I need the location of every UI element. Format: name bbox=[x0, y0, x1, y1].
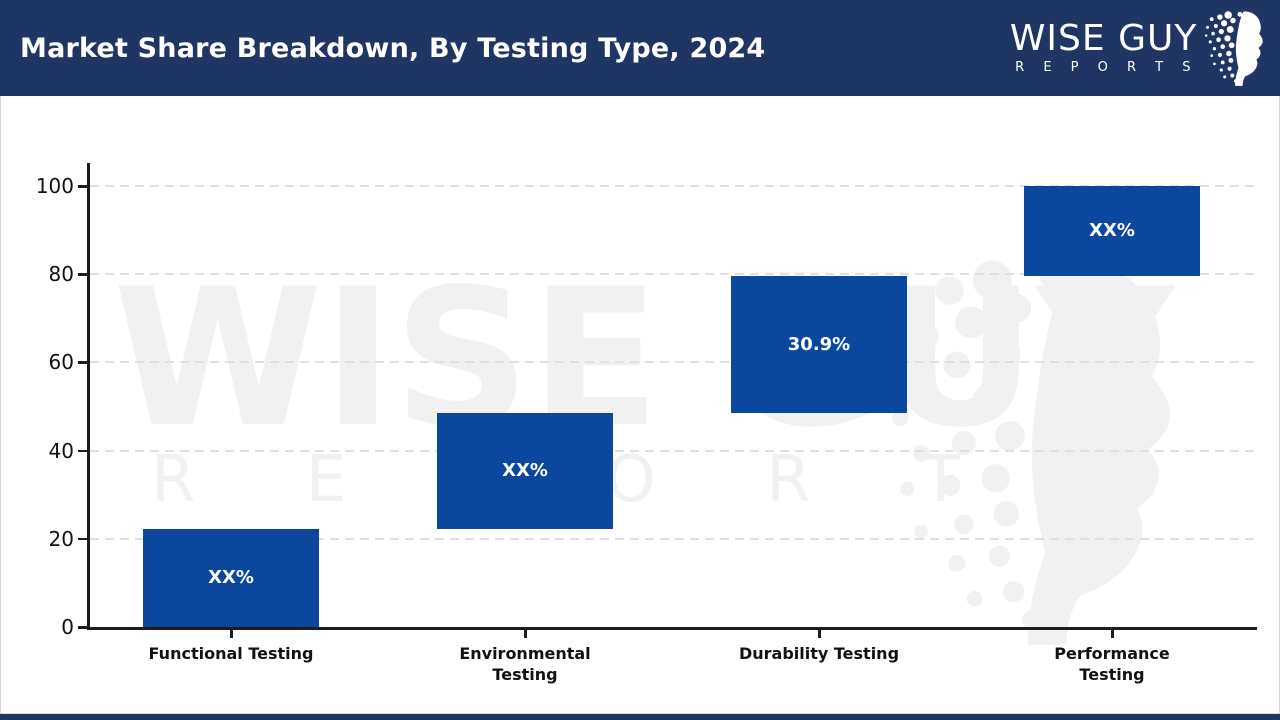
y-tick-100 bbox=[78, 185, 87, 188]
x-tick-label-1: Environmental Testing bbox=[395, 643, 655, 685]
gridline-80 bbox=[90, 273, 1257, 276]
footer-bar bbox=[0, 714, 1280, 720]
face-profile-shape bbox=[1235, 11, 1263, 86]
head-dot bbox=[1220, 44, 1226, 49]
bar-performance-testing bbox=[1024, 186, 1200, 277]
head-dot bbox=[1213, 23, 1218, 29]
x-tick-label-line: Testing bbox=[1079, 665, 1145, 684]
y-tick-40 bbox=[78, 449, 87, 453]
x-tick-2 bbox=[817, 630, 821, 638]
y-tick-label-100: 100 bbox=[35, 174, 74, 198]
gridline-60 bbox=[90, 361, 1257, 364]
head-dot bbox=[1212, 47, 1217, 51]
y-tick-label-40: 40 bbox=[48, 438, 74, 463]
gridline-20 bbox=[90, 537, 1257, 540]
y-tick-label-20: 20 bbox=[48, 526, 74, 551]
x-tick-3 bbox=[1110, 630, 1114, 638]
x-axis-spine bbox=[87, 627, 1257, 630]
gridline-100 bbox=[90, 185, 1257, 187]
head-dot bbox=[1233, 79, 1238, 83]
head-dot bbox=[1213, 62, 1216, 66]
y-axis-spine bbox=[87, 163, 90, 630]
bar-value-label-3: XX% bbox=[1089, 220, 1135, 242]
head-dot bbox=[1211, 31, 1215, 36]
logo-wordmark: WISE GUY bbox=[1009, 18, 1198, 59]
head-dot bbox=[1223, 75, 1227, 79]
head-dot bbox=[1206, 25, 1210, 29]
head-dot bbox=[1227, 66, 1232, 71]
head-dot bbox=[1217, 14, 1223, 20]
head-dot bbox=[1226, 50, 1232, 57]
bar-value-label-2: 30.9% bbox=[787, 333, 851, 355]
head-dot bbox=[1218, 28, 1224, 35]
y-tick-label-60: 60 bbox=[48, 350, 74, 375]
head-dot bbox=[1220, 60, 1225, 65]
head-dot bbox=[1209, 17, 1214, 22]
chart-area: WISE GUY R E P O R T S 0 20 40 60 80 100 Funct… bbox=[0, 96, 1280, 714]
logo-subtext: R E P O R T S bbox=[1015, 60, 1198, 75]
head-dot bbox=[1237, 11, 1243, 17]
head-dot bbox=[1210, 54, 1214, 57]
plot: 0 20 40 60 80 100 Functional Testing Environmen… bbox=[1, 96, 1279, 713]
x-tick-label-2: Durability Testing bbox=[689, 643, 949, 664]
header: Market Share Breakdown, By Testing Type,… bbox=[0, 0, 1280, 96]
bar-functional-testing bbox=[143, 528, 319, 627]
x-tick-label-line: Environmental bbox=[459, 644, 591, 663]
y-tick-80 bbox=[78, 273, 87, 276]
bar-environmental-testing bbox=[437, 412, 613, 529]
bar-value-label-1: XX% bbox=[502, 459, 548, 481]
x-tick-label-line: Durability Testing bbox=[738, 644, 900, 663]
x-tick-label-line: Functional Testing bbox=[148, 644, 314, 663]
head-dot bbox=[1217, 52, 1222, 57]
head-dot bbox=[1204, 34, 1208, 37]
logo: WISE GUY R E P O R T S bbox=[1009, 6, 1266, 90]
x-tick-1 bbox=[523, 630, 527, 638]
x-tick-label-0: Functional Testing bbox=[101, 643, 361, 664]
head-dot bbox=[1220, 20, 1228, 27]
y-tick-60 bbox=[78, 361, 87, 364]
page-title: Market Share Breakdown, By Testing Type,… bbox=[20, 32, 766, 64]
head-dot bbox=[1230, 73, 1235, 78]
x-tick-label-line: Performance bbox=[1054, 644, 1170, 663]
head-dot bbox=[1224, 35, 1231, 42]
y-tick-label-0: 0 bbox=[61, 615, 74, 639]
head-dot bbox=[1230, 17, 1236, 24]
x-tick-label-line: Testing bbox=[492, 665, 558, 684]
head-dot bbox=[1226, 26, 1234, 33]
y-tick-20 bbox=[78, 537, 87, 541]
gridline-40 bbox=[90, 449, 1257, 452]
y-tick-label-80: 80 bbox=[48, 262, 74, 287]
logo-text: WISE GUY R E P O R T S bbox=[1009, 18, 1198, 76]
head-dot bbox=[1216, 37, 1221, 43]
x-tick-0 bbox=[229, 630, 233, 638]
head-dot bbox=[1228, 42, 1235, 49]
bar-value-label-0: XX% bbox=[208, 566, 254, 588]
y-tick-0 bbox=[78, 626, 87, 629]
head-dot bbox=[1228, 57, 1234, 63]
head-dot bbox=[1208, 40, 1212, 44]
x-tick-label-3: Performance Testing bbox=[982, 643, 1242, 685]
logo-head-icon bbox=[1204, 11, 1263, 86]
head-dot bbox=[1243, 15, 1248, 20]
head-dot bbox=[1224, 11, 1232, 19]
head-dot bbox=[1219, 68, 1223, 72]
